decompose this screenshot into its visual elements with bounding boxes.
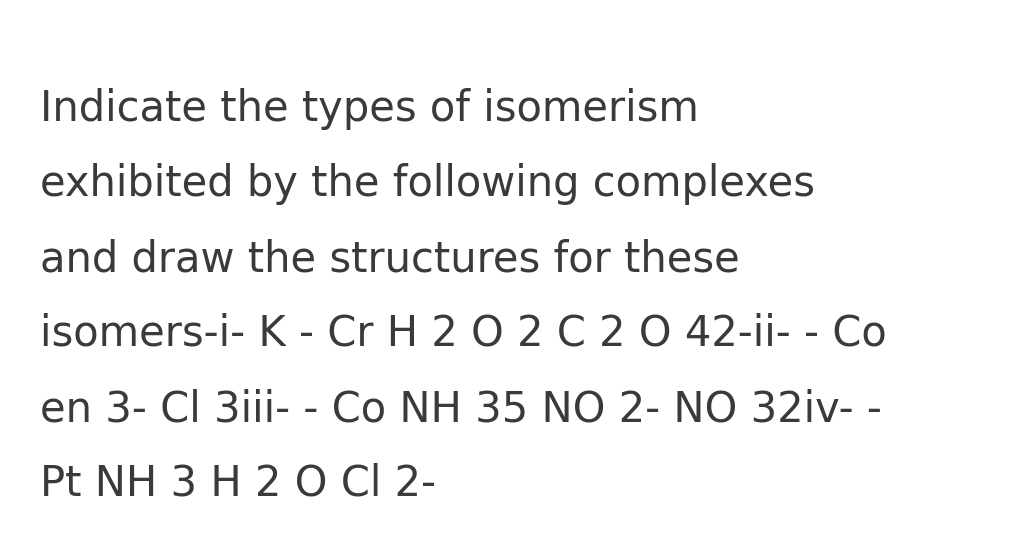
Text: Indicate the types of isomerism: Indicate the types of isomerism xyxy=(40,88,698,130)
Text: and draw the structures for these: and draw the structures for these xyxy=(40,238,739,280)
Text: Pt NH 3 H 2 O Cl 2-: Pt NH 3 H 2 O Cl 2- xyxy=(40,463,436,505)
Text: en 3- Cl 3iii- - Co NH 35 NO 2- NO 32iv- -: en 3- Cl 3iii- - Co NH 35 NO 2- NO 32iv-… xyxy=(40,388,882,430)
Text: isomers-i- K - Cr H 2 O 2 C 2 O 42-ii- - Co: isomers-i- K - Cr H 2 O 2 C 2 O 42-ii- -… xyxy=(40,313,887,355)
Text: exhibited by the following complexes: exhibited by the following complexes xyxy=(40,163,815,205)
